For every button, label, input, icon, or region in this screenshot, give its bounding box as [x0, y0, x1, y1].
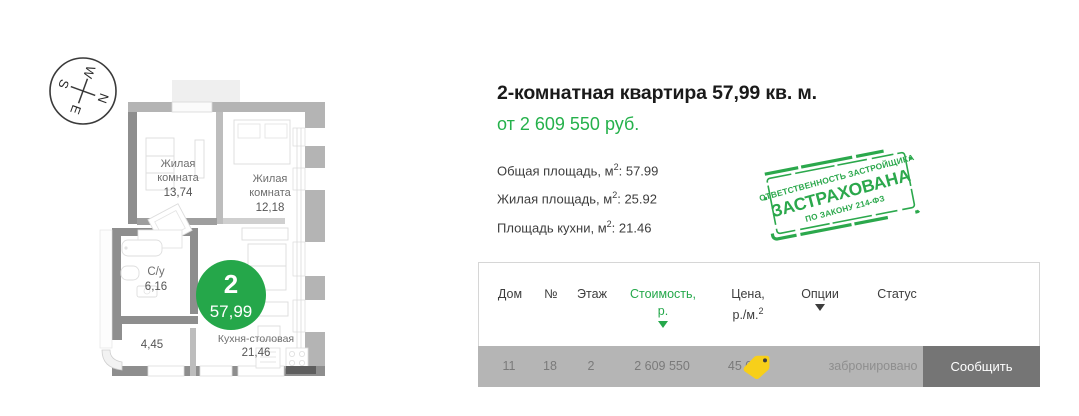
room-area-living1: 13,74 [164, 187, 193, 199]
insurance-stamp: ОТВЕТСТВЕННОСТЬ ЗАСТРОЙЩИКА ЗАСТРАХОВАНА… [756, 142, 926, 246]
room-label-living2-line2: комната [249, 187, 291, 199]
column-header-floor[interactable]: Этаж [565, 286, 619, 303]
column-header-options[interactable]: Опции [786, 286, 854, 311]
page-title: 2-комнатная квартира 57,99 кв. м. [497, 82, 817, 104]
spec-living-area: Жилая площадь, м2: 25.92 [497, 183, 1057, 211]
room-label-living1-line2: комната [157, 172, 199, 184]
cell-dom: 11 [502, 359, 516, 373]
spec-living-area-sep: : [617, 191, 625, 207]
cell-floor: 2 [587, 359, 595, 373]
spec-total-area: Общая площадь, м2: 57.99 [497, 155, 1057, 183]
room-label-bathroom: С/у [147, 266, 165, 278]
cell-number: 18 [543, 359, 557, 373]
spec-kitchen-area-value: 21.46 [618, 219, 652, 235]
compass-rose: N E S W [46, 54, 120, 128]
column-header-cost[interactable]: Стоимость, р. [616, 286, 710, 328]
column-header-status-label: Статус [877, 287, 917, 301]
filter-caret-options-icon[interactable] [815, 304, 825, 311]
spec-total-area-sup: 2 [613, 162, 619, 172]
table-header-row: Дом № Этаж Стоимость, р. Цена, р./м.2 Оп… [478, 262, 1040, 346]
room-label-kitchen: Кухня-столовая [218, 333, 294, 345]
room-area-hall: 4,45 [141, 339, 163, 351]
floor-plan[interactable]: Жилая комната 13,74 Жилая комната 12,18 … [90, 80, 350, 400]
price-tag-icon[interactable] [742, 354, 772, 380]
apartment-badge-rooms: 2 [224, 269, 238, 299]
cell-status: забронировано [828, 359, 918, 373]
apartment-badge-area: 57,99 [210, 302, 253, 321]
compass-label-west: W [80, 64, 99, 81]
apartment-info: 2-комнатная квартира 57,99 кв. м. от 2 6… [497, 82, 1057, 240]
column-header-floor-label: Этаж [577, 287, 607, 301]
column-header-number-label: № [544, 287, 558, 301]
column-header-cost-unit: р. [657, 304, 669, 318]
spec-kitchen-area: Площадь кухни, м2: 21.46 [497, 212, 1057, 240]
room-area-living2: 12,18 [256, 202, 285, 214]
column-header-price-unit: р./м. [732, 308, 759, 323]
column-header-status[interactable]: Статус [857, 286, 937, 303]
spec-total-area-label: Общая площадь, м [497, 163, 614, 179]
spec-living-area-label: Жилая площадь, м [497, 191, 613, 207]
table-row[interactable]: 11 18 2 2 609 550 45 000 забронировано С… [478, 346, 1040, 387]
notify-button[interactable]: Сообщить [923, 346, 1040, 387]
apartments-table: Дом № Этаж Стоимость, р. Цена, р./м.2 Оп… [478, 262, 1040, 387]
column-header-price-sup: 2 [758, 306, 764, 316]
spec-living-area-value: 25.92 [624, 191, 657, 207]
room-area-bathroom: 6,16 [145, 281, 167, 293]
spec-kitchen-area-label: Площадь кухни, м [497, 219, 607, 235]
column-header-options-label: Опции [801, 287, 839, 301]
room-label-living1-line1: Жилая [161, 158, 196, 170]
spec-living-area-sup: 2 [612, 190, 618, 201]
price-from: от 2 609 550 руб. [497, 114, 640, 134]
room-area-kitchen: 21,46 [242, 347, 271, 359]
column-header-dom-label: Дом [497, 287, 523, 301]
spec-kitchen-area-sep: : [611, 219, 619, 235]
apartment-badge[interactable]: 2 57,99 [196, 260, 266, 330]
column-header-dom[interactable]: Дом [485, 286, 535, 303]
spec-total-area-value: 57.99 [625, 163, 659, 179]
column-header-cost-label: Стоимость, [629, 287, 697, 301]
room-label-living2-line1: Жилая [253, 173, 288, 185]
spec-kitchen-area-sup: 2 [606, 218, 612, 229]
sort-caret-cost-icon[interactable] [658, 321, 668, 328]
column-header-number[interactable]: № [533, 286, 569, 303]
column-header-price-label: Цена, [731, 287, 765, 301]
cell-cost: 2 609 550 [634, 359, 690, 373]
column-header-price-per-m2[interactable]: Цена, р./м.2 [711, 286, 785, 324]
spec-total-area-sep: : [618, 163, 626, 179]
